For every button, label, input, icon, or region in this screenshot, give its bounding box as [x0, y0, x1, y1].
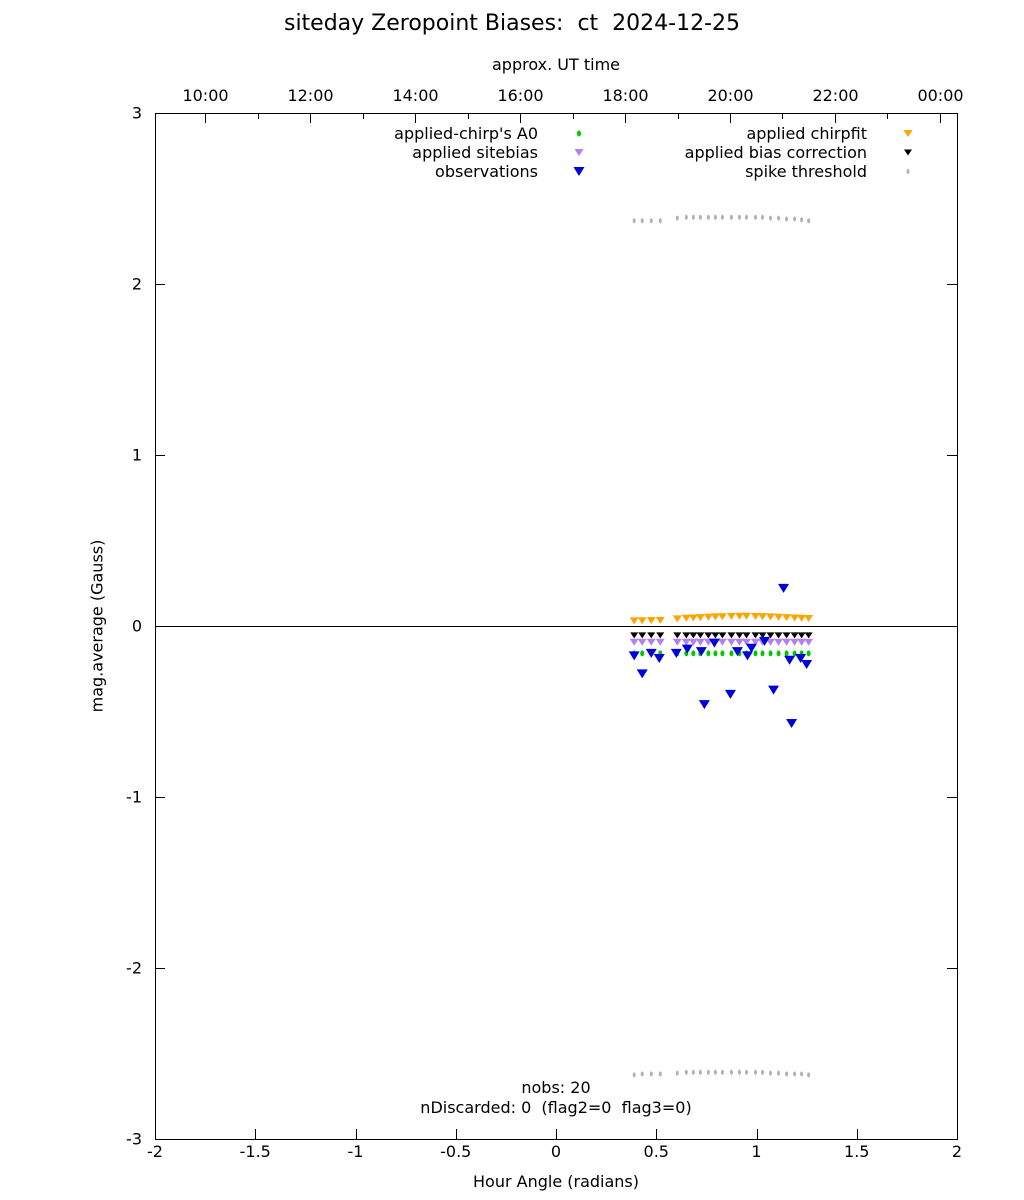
series-sitebias	[629, 638, 814, 646]
y-axis-title: mag.average (Gauss)	[87, 539, 107, 713]
svg-text:1: 1	[751, 1142, 761, 1161]
svg-text:1: 1	[132, 446, 142, 465]
legend-label-chirp-a0: applied-chirp's A0	[394, 124, 538, 143]
svg-text:0.5: 0.5	[644, 1142, 669, 1161]
svg-text:12:00: 12:00	[287, 86, 333, 105]
series-spike	[632, 214, 811, 1078]
legend-marker-chirp-a0-icon	[570, 124, 588, 143]
svg-text:-1: -1	[348, 1142, 364, 1161]
svg-text:-2: -2	[147, 1142, 163, 1161]
svg-text:2: 2	[952, 1142, 962, 1161]
series-observations	[628, 583, 813, 728]
svg-text:3: 3	[132, 104, 142, 123]
legend-label-bias-correction: applied bias correction	[684, 143, 867, 162]
legend-label-spike-threshold: spike threshold	[745, 162, 867, 181]
svg-text:2: 2	[132, 275, 142, 294]
svg-text:-1: -1	[126, 788, 142, 807]
svg-text:-2: -2	[126, 959, 142, 978]
chart-title: siteday Zeropoint Biases: ct 2024-12-25	[283, 11, 741, 36]
series-bias_correction	[630, 632, 813, 639]
svg-text:14:00: 14:00	[392, 86, 438, 105]
y-axis-ticks: 3 2 1 0 -1 -2 -3	[126, 104, 957, 1149]
svg-text:16:00: 16:00	[497, 86, 543, 105]
top-axis-ticks: 10:00 12:00 14:00 16:00 18:00 20:00 22:00 00:00	[182, 86, 964, 123]
series-chirpfit	[629, 612, 814, 625]
svg-text:20:00: 20:00	[707, 86, 753, 105]
nobs-annotation: nobs: 20	[521, 1078, 591, 1097]
top-axis-title: approx. UT time	[492, 55, 620, 74]
svg-text:0: 0	[132, 617, 142, 636]
legend-marker-chirpfit-icon	[899, 124, 917, 143]
series-chirp_a0	[632, 650, 811, 657]
ndiscarded-annotation: nDiscarded: 0 (flag2=0 flag3=0)	[420, 1098, 692, 1117]
legend-label-chirpfit: applied chirpfit	[746, 124, 867, 143]
legend-marker-spike-threshold-icon	[899, 162, 917, 181]
legend-label-observations: observations	[435, 162, 538, 181]
x-axis-ticks: -2 -1.5 -1 -0.5 0 0.5 1 1.5 2	[147, 1129, 962, 1161]
svg-text:-1.5: -1.5	[240, 1142, 271, 1161]
legend-marker-observations-icon	[570, 162, 588, 181]
legend-label-sitebias: applied sitebias	[412, 143, 538, 162]
svg-text:-3: -3	[126, 1130, 142, 1149]
svg-text:00:00: 00:00	[917, 86, 963, 105]
x-axis-title: Hour Angle (radians)	[473, 1172, 639, 1191]
svg-text:1.5: 1.5	[844, 1142, 869, 1161]
svg-text:10:00: 10:00	[182, 86, 228, 105]
legend-marker-bias-correction-icon	[899, 143, 917, 162]
svg-text:22:00: 22:00	[812, 86, 858, 105]
svg-text:0: 0	[551, 1142, 561, 1161]
svg-text:18:00: 18:00	[602, 86, 648, 105]
svg-text:-0.5: -0.5	[440, 1142, 471, 1161]
legend-marker-sitebias-icon	[570, 143, 588, 162]
